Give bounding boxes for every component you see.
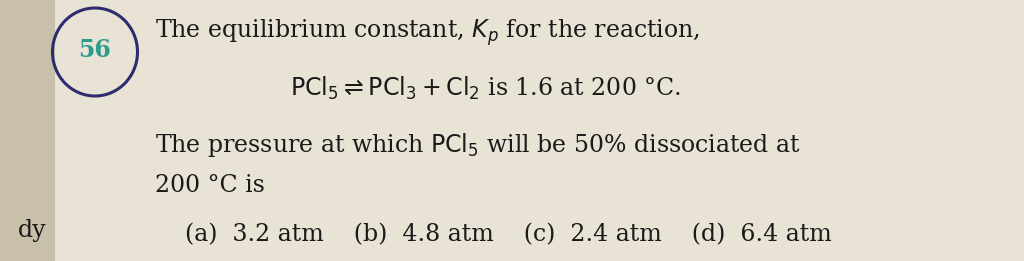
Text: The pressure at which $\mathrm{PCl_5}$ will be 50% dissociated at: The pressure at which $\mathrm{PCl_5}$ w…: [155, 131, 801, 159]
Text: $\mathrm{PCl_5} \rightleftharpoons \mathrm{PCl_3} + \mathrm{Cl_2}$ is 1.6 at 200: $\mathrm{PCl_5} \rightleftharpoons \math…: [290, 74, 681, 102]
Text: The equilibrium constant, $K_p$ for the reaction,: The equilibrium constant, $K_p$ for the …: [155, 18, 700, 48]
Text: 200 °C is: 200 °C is: [155, 174, 265, 197]
Text: dy: dy: [18, 218, 47, 241]
Text: 56: 56: [79, 38, 112, 62]
Text: (a)  3.2 atm    (b)  4.8 atm    (c)  2.4 atm    (d)  6.4 atm: (a) 3.2 atm (b) 4.8 atm (c) 2.4 atm (d) …: [185, 223, 831, 246]
